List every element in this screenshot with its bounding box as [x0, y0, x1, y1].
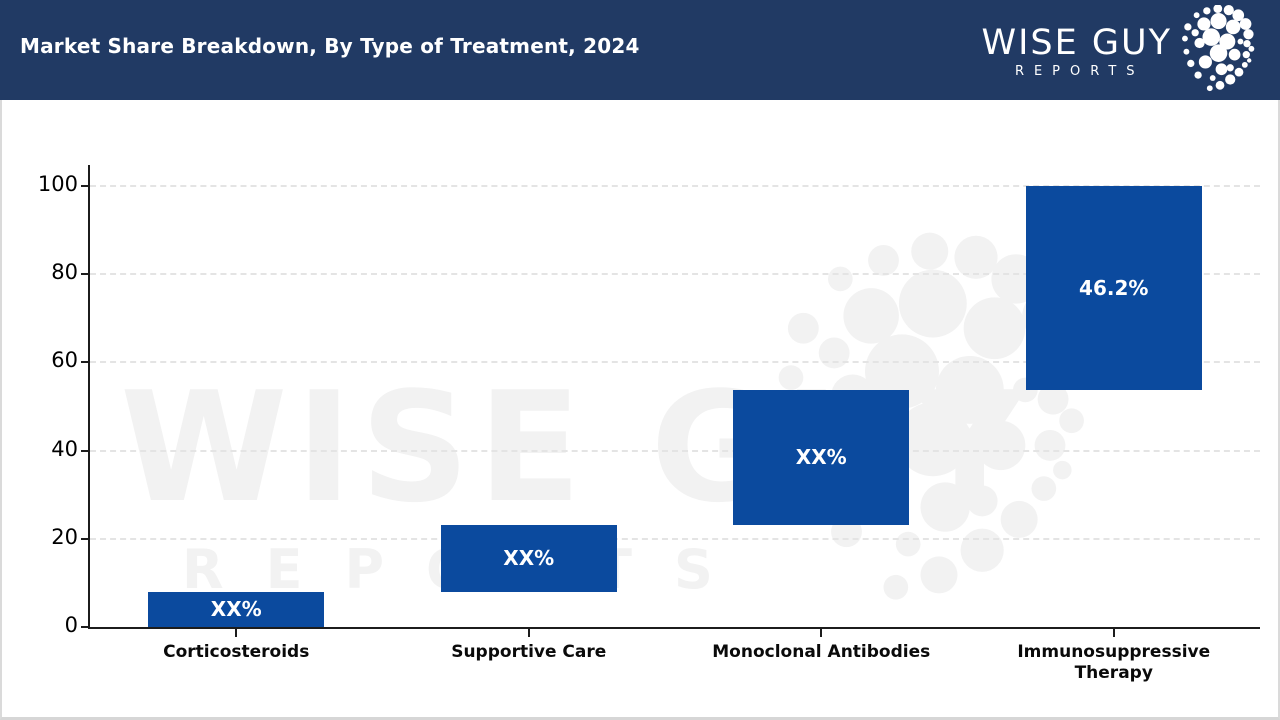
gridline [90, 361, 1260, 364]
wise-guy-reports-logo: WISE GUY REPORTS [981, 6, 1264, 96]
bar-value-label: XX% [210, 597, 262, 622]
x-axis-line [88, 627, 1260, 629]
y-tick-label: 0 [64, 613, 78, 637]
y-tick-mark [81, 185, 90, 187]
y-tick-label: 40 [51, 436, 78, 461]
y-axis-line [88, 165, 90, 629]
y-tick-label: 100 [37, 172, 78, 196]
logo-face-icon [1176, 5, 1264, 97]
bar: 46.2% [1025, 186, 1202, 390]
chart-area: WISE GUY REPORTS 020406080100XX%Corticos… [0, 100, 1280, 720]
bar-value-label: XX% [503, 546, 555, 571]
bar-value-label: XX% [795, 445, 847, 470]
x-tick-mark [527, 629, 530, 637]
x-category-label: Corticosteroids [163, 642, 310, 662]
gridline [90, 537, 1260, 540]
x-category-label: Immunosuppressive Therapy [1017, 642, 1211, 683]
gridline [90, 273, 1260, 276]
logo-wordmark: WISE GUY [981, 22, 1172, 63]
y-tick-mark [81, 361, 90, 364]
y-tick-label: 20 [51, 524, 78, 549]
x-tick-mark [820, 629, 823, 637]
gridline [90, 185, 1260, 187]
logo-subtitle: REPORTS [1014, 63, 1145, 79]
y-tick-mark [81, 537, 90, 540]
bar: XX% [148, 591, 325, 627]
x-tick-mark [1112, 629, 1115, 637]
gridline [90, 449, 1260, 452]
chart-title: Market Share Breakdown, By Type of Treat… [20, 34, 640, 58]
y-tick-mark [81, 273, 90, 276]
bar-value-label: 46.2% [1079, 275, 1149, 300]
bar: XX% [733, 389, 910, 525]
x-tick-mark [235, 629, 238, 637]
bar: XX% [440, 524, 617, 592]
y-tick-mark [81, 449, 90, 452]
logo-text: WISE GUY REPORTS [981, 24, 1172, 79]
header-banner: Market Share Breakdown, By Type of Treat… [0, 0, 1280, 100]
y-tick-mark [81, 626, 90, 628]
x-category-label: Monoclonal Antibodies [712, 642, 931, 662]
y-tick-label: 80 [51, 260, 78, 285]
y-tick-label: 60 [51, 348, 78, 373]
x-category-label: Supportive Care [451, 642, 607, 662]
